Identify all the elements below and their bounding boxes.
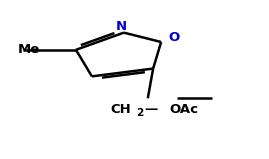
Text: CH: CH: [111, 103, 131, 116]
Text: OAc: OAc: [169, 103, 198, 116]
Text: O: O: [169, 31, 180, 44]
Text: —: —: [144, 103, 157, 116]
Text: 2: 2: [136, 108, 143, 118]
Text: Me: Me: [17, 43, 40, 56]
Text: N: N: [116, 20, 127, 33]
